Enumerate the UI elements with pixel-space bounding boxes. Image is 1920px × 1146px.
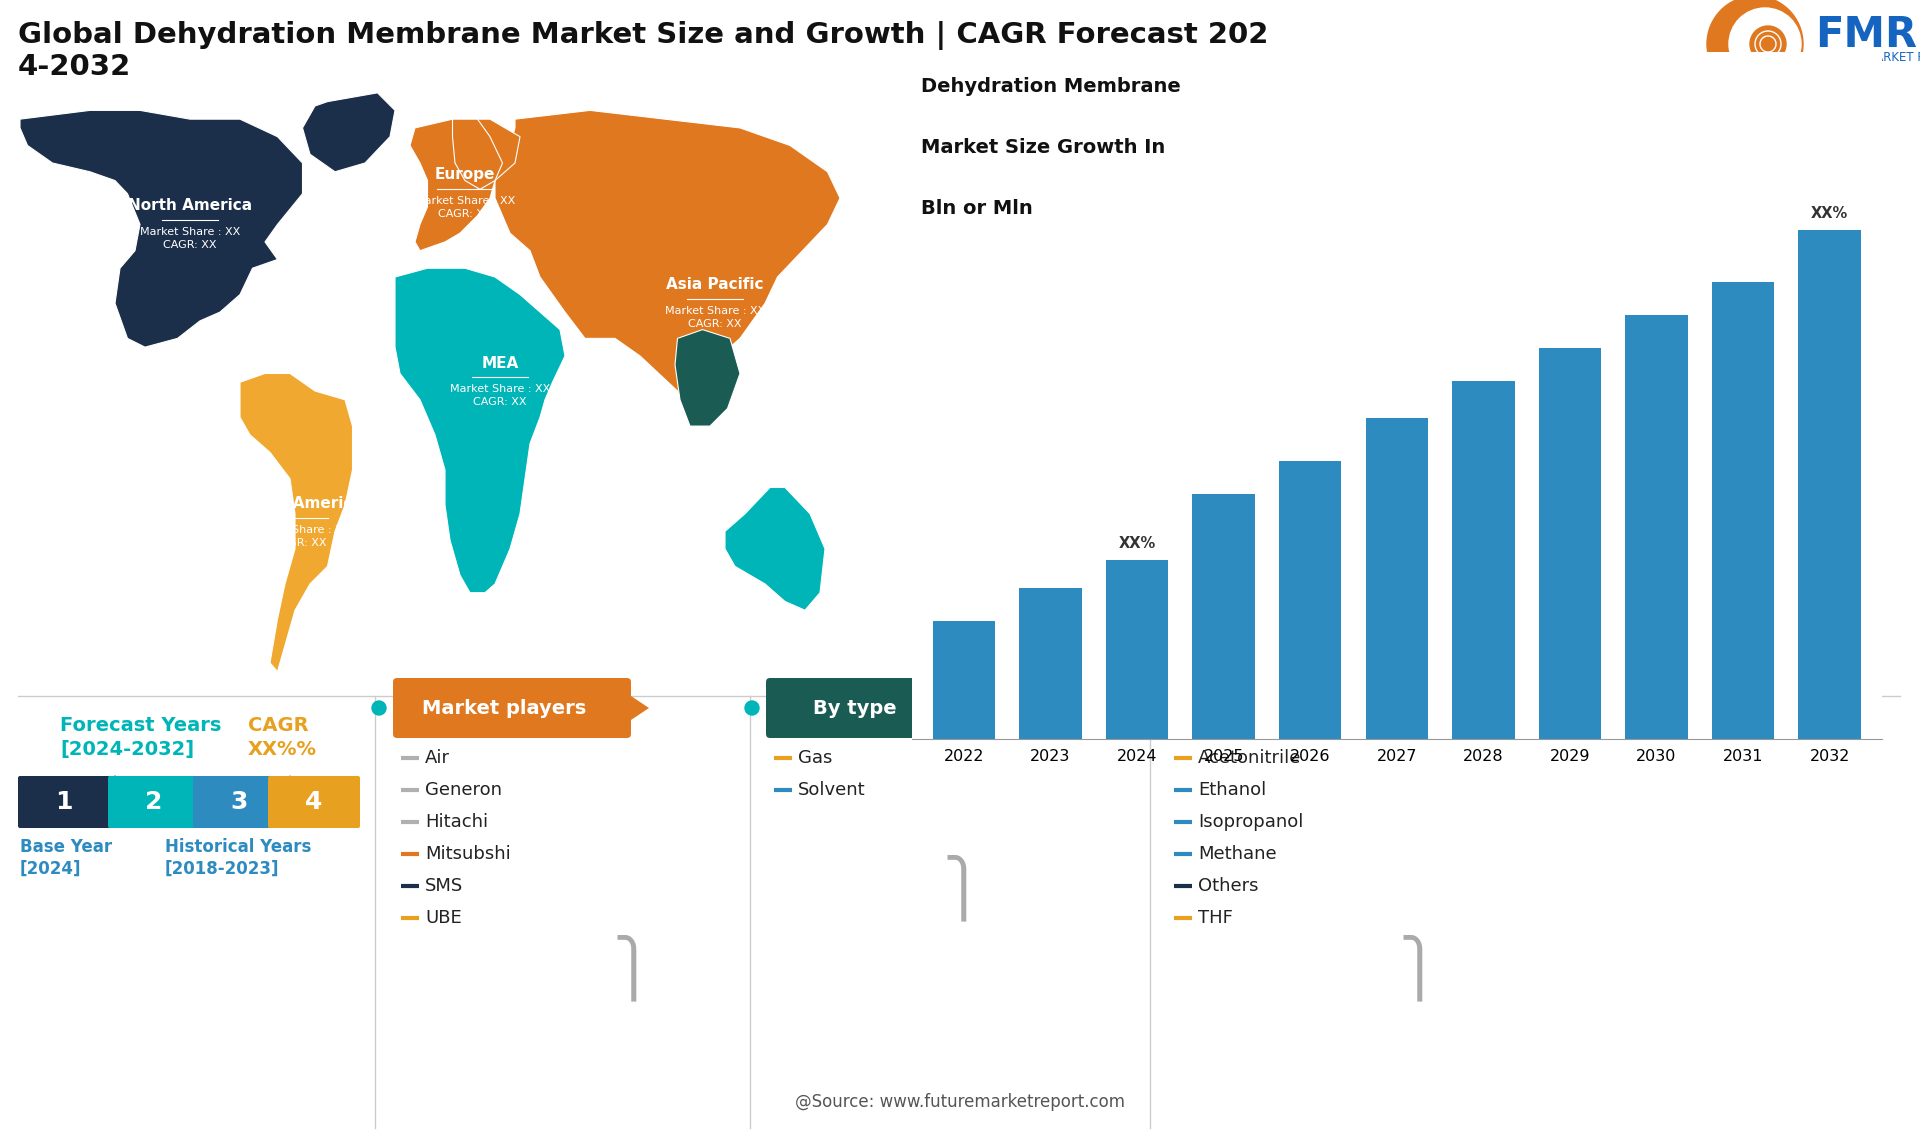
- FancyBboxPatch shape: [394, 678, 632, 738]
- Text: Dehydration Membrane: Dehydration Membrane: [922, 77, 1181, 96]
- Text: Acetonitrile: Acetonitrile: [1198, 749, 1302, 767]
- Text: ⎫: ⎫: [943, 855, 983, 921]
- Text: Isopropanol: Isopropanol: [1198, 813, 1304, 831]
- Polygon shape: [411, 119, 520, 251]
- Text: Historical Years: Historical Years: [165, 838, 311, 856]
- Bar: [1538, 347, 1601, 739]
- Text: XX%%: XX%%: [248, 740, 317, 759]
- Text: CAGR: CAGR: [248, 716, 309, 735]
- Text: Methane: Methane: [1198, 845, 1277, 863]
- FancyBboxPatch shape: [17, 776, 109, 829]
- Text: CAGR: XX: CAGR: XX: [687, 319, 741, 329]
- Text: Market players: Market players: [422, 699, 586, 717]
- Text: Europe: Europe: [434, 167, 495, 182]
- Polygon shape: [282, 790, 298, 814]
- Polygon shape: [108, 790, 123, 814]
- Bar: [1713, 282, 1774, 739]
- Bar: [933, 621, 995, 739]
- Text: Market Share : XX: Market Share : XX: [140, 227, 240, 236]
- Text: 4: 4: [305, 790, 323, 814]
- Bar: [1279, 461, 1342, 739]
- Polygon shape: [240, 374, 353, 672]
- Text: Ethanol: Ethanol: [1198, 782, 1267, 799]
- Polygon shape: [19, 110, 303, 347]
- Text: Market Share : XX: Market Share : XX: [449, 384, 551, 394]
- Text: Others: Others: [1198, 877, 1258, 895]
- Text: North America: North America: [129, 198, 252, 213]
- Text: CAGR: XX: CAGR: XX: [163, 240, 217, 250]
- Text: Mitsubshi: Mitsubshi: [424, 845, 511, 863]
- Text: MEA: MEA: [482, 356, 518, 371]
- Text: FMR: FMR: [1814, 14, 1918, 56]
- FancyBboxPatch shape: [1165, 678, 1413, 738]
- Text: Market Share : XX: Market Share : XX: [664, 306, 766, 315]
- Text: Base Year: Base Year: [19, 838, 111, 856]
- Polygon shape: [676, 330, 739, 426]
- Text: [2024-2032]: [2024-2032]: [60, 740, 194, 759]
- Text: CAGR: XX: CAGR: XX: [472, 398, 526, 408]
- Bar: [1020, 588, 1081, 739]
- Text: 1: 1: [56, 790, 73, 814]
- Text: UBE: UBE: [424, 909, 461, 927]
- Text: XX%: XX%: [1811, 206, 1849, 221]
- Text: FUTURE MARKET REPORT: FUTURE MARKET REPORT: [1814, 52, 1920, 64]
- Polygon shape: [453, 119, 503, 189]
- Circle shape: [1749, 26, 1786, 62]
- FancyBboxPatch shape: [269, 776, 361, 829]
- Polygon shape: [198, 790, 211, 814]
- Polygon shape: [1407, 692, 1432, 724]
- Text: Forecast Years: Forecast Years: [60, 716, 221, 735]
- Circle shape: [745, 701, 758, 715]
- Bar: [1192, 494, 1256, 739]
- Polygon shape: [495, 110, 841, 417]
- Text: Gas: Gas: [799, 749, 833, 767]
- Text: SMS: SMS: [424, 877, 463, 895]
- Text: Asia Pacific: Asia Pacific: [666, 277, 764, 292]
- Circle shape: [372, 701, 386, 715]
- Text: Hitachi: Hitachi: [424, 813, 488, 831]
- Bar: [1365, 418, 1428, 739]
- Polygon shape: [626, 692, 649, 724]
- Text: Air: Air: [424, 749, 449, 767]
- FancyBboxPatch shape: [194, 776, 284, 829]
- Text: Market Share : XX: Market Share : XX: [250, 525, 349, 535]
- Bar: [1106, 560, 1167, 739]
- Text: Market Share : XX: Market Share : XX: [415, 196, 515, 206]
- Text: Global Dehydration Membrane Market Size and Growth | CAGR Forecast 202: Global Dehydration Membrane Market Size …: [17, 21, 1269, 50]
- Bar: [1626, 315, 1688, 739]
- FancyBboxPatch shape: [108, 776, 200, 829]
- FancyBboxPatch shape: [766, 678, 958, 738]
- Text: 2: 2: [146, 790, 163, 814]
- Text: 4-2032: 4-2032: [17, 53, 131, 81]
- Text: Solvent: Solvent: [799, 782, 866, 799]
- Polygon shape: [303, 93, 396, 172]
- Polygon shape: [396, 268, 564, 592]
- Text: ⎫: ⎫: [1398, 935, 1440, 1002]
- Text: @Source: www.futuremarketreport.com: @Source: www.futuremarketreport.com: [795, 1093, 1125, 1110]
- Circle shape: [1144, 701, 1160, 715]
- Text: Bln or Mln: Bln or Mln: [922, 199, 1033, 218]
- Polygon shape: [726, 487, 826, 610]
- Text: 3: 3: [230, 790, 248, 814]
- Text: South America: South America: [238, 496, 363, 511]
- Text: CAGR: XX: CAGR: XX: [273, 537, 326, 548]
- Circle shape: [1730, 8, 1801, 80]
- Text: Generon: Generon: [424, 782, 501, 799]
- Text: [2018-2023]: [2018-2023]: [165, 860, 280, 878]
- Polygon shape: [952, 692, 977, 724]
- Bar: [1452, 380, 1515, 739]
- Text: By application: By application: [1204, 699, 1359, 717]
- Text: By type: By type: [812, 699, 897, 717]
- Text: [2024]: [2024]: [19, 860, 81, 878]
- Text: Market Size Growth In: Market Size Growth In: [922, 139, 1165, 157]
- Text: CAGR: XX: CAGR: XX: [438, 209, 492, 219]
- Text: ⎫: ⎫: [612, 935, 653, 1002]
- Text: XX%: XX%: [1119, 536, 1156, 551]
- Bar: [1799, 230, 1860, 739]
- Text: THF: THF: [1198, 909, 1233, 927]
- Circle shape: [1707, 0, 1803, 92]
